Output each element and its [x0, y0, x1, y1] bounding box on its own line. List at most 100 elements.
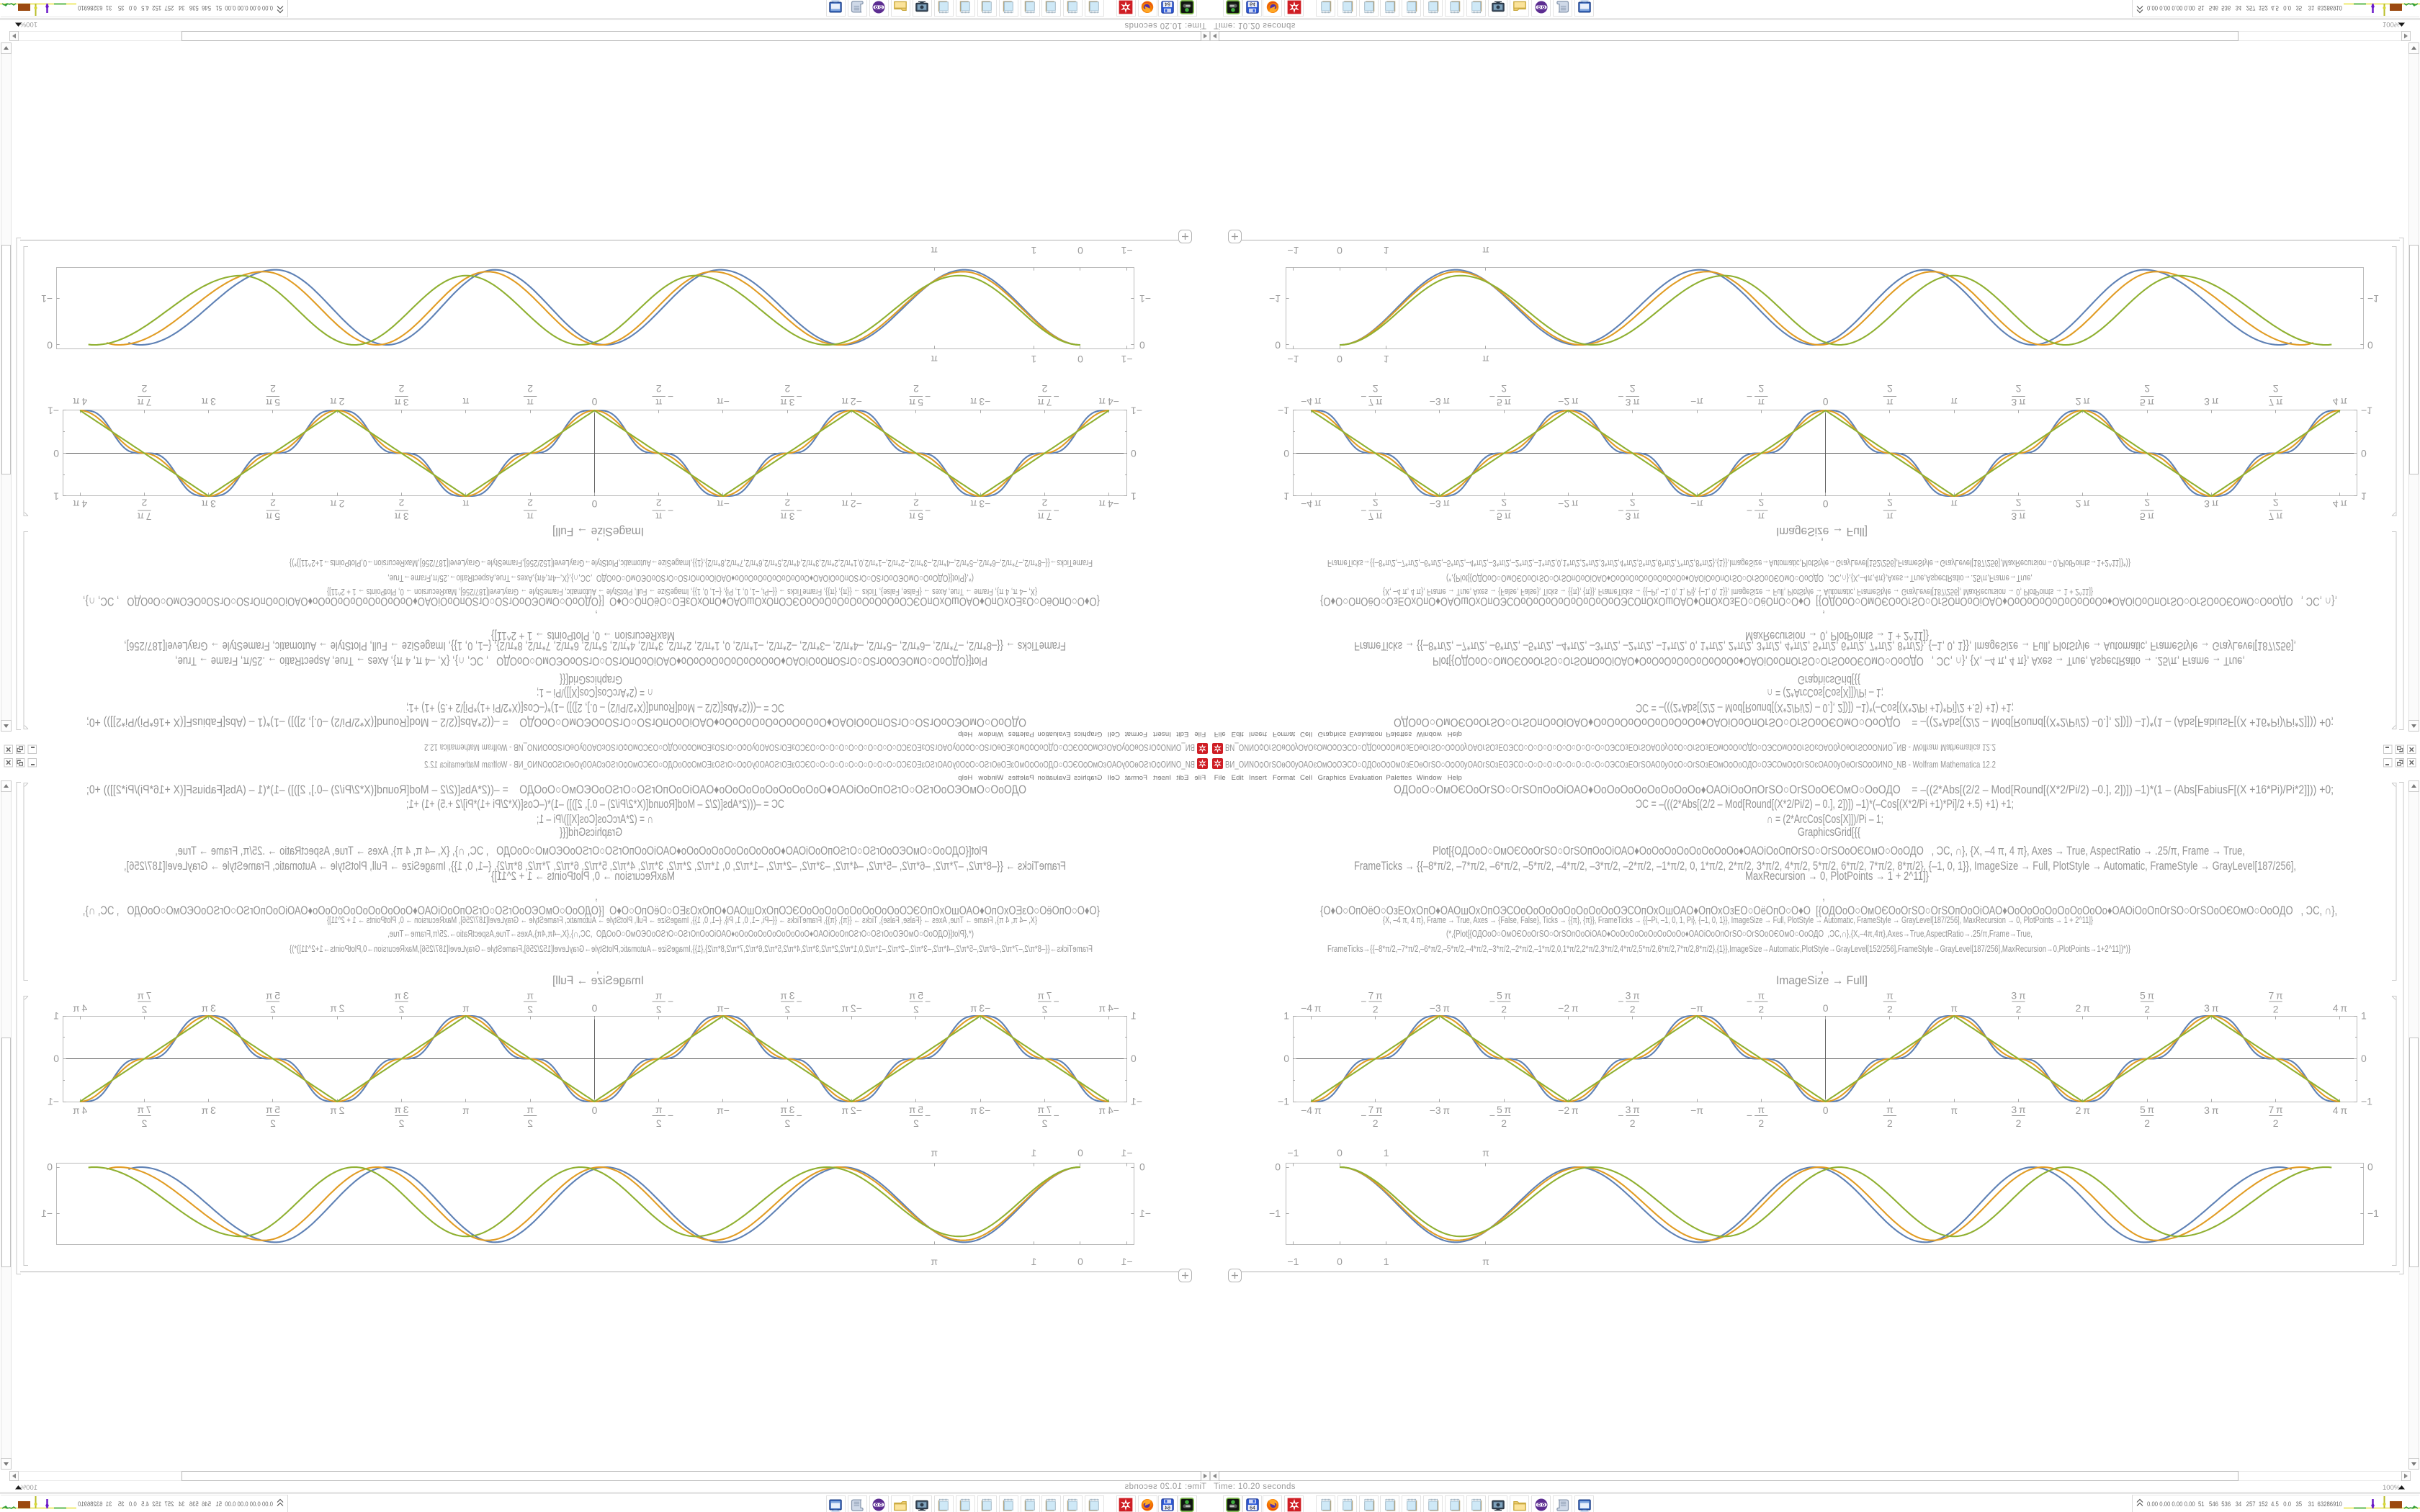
svg-text:−π: −π [717, 396, 730, 408]
svg-text:1: 1 [1384, 354, 1389, 365]
svg-text:2: 2 [1630, 383, 1636, 395]
svg-text:1: 1 [1283, 1010, 1289, 1022]
svg-text:−: − [797, 505, 802, 517]
svg-text:0: 0 [2361, 1053, 2367, 1064]
svg-text:−1: −1 [2361, 1096, 2372, 1107]
svg-text:0: 0 [1823, 1104, 1829, 1116]
svg-text:−2 π: −2 π [1558, 498, 1579, 510]
svg-text:0: 0 [53, 448, 59, 459]
svg-text:3 π: 3 π [1626, 397, 1641, 408]
svg-text:π: π [931, 1256, 938, 1267]
svg-text:5 π: 5 π [908, 990, 923, 1002]
svg-text:5 π: 5 π [1497, 510, 1512, 522]
svg-text:−: − [1054, 996, 1059, 1007]
svg-text:64: 64 [1165, 1, 1170, 6]
svg-text:π: π [1886, 510, 1894, 522]
svg-text:3 π: 3 π [2011, 990, 2026, 1002]
svg-text:−: − [1618, 1110, 1623, 1121]
svg-text:2 π: 2 π [2076, 1104, 2091, 1116]
svg-text:3 π: 3 π [201, 1002, 216, 1014]
svg-text:π: π [526, 1104, 534, 1115]
svg-text:−2 π: −2 π [1558, 1104, 1579, 1116]
svg-text:2: 2 [784, 498, 790, 509]
svg-text:−4 π: −4 π [1301, 498, 1322, 510]
svg-text:−: − [1489, 391, 1495, 402]
svg-text:2: 2 [1501, 498, 1507, 509]
svg-text:−: − [1361, 996, 1366, 1007]
svg-text:π: π [655, 990, 663, 1002]
svg-text:−4 π: −4 π [1301, 1002, 1322, 1014]
svg-text:1: 1 [1283, 491, 1289, 503]
svg-text:π: π [462, 396, 470, 408]
svg-text:2: 2 [1887, 498, 1893, 509]
svg-text:−1: −1 [41, 1207, 53, 1219]
svg-text:7 π: 7 π [1037, 510, 1052, 522]
svg-text:−: − [1747, 996, 1752, 1007]
svg-text:5 π: 5 π [908, 1104, 923, 1115]
svg-text:−2 π: −2 π [841, 498, 862, 510]
svg-text:2 π: 2 π [2076, 498, 2091, 510]
svg-text:0: 0 [591, 396, 597, 408]
svg-text:1: 1 [53, 491, 59, 503]
svg-text:3 π: 3 π [394, 990, 409, 1002]
svg-text:−3 π: −3 π [970, 1104, 991, 1116]
svg-text:−: − [1361, 391, 1366, 402]
svg-text:5 π: 5 π [265, 397, 280, 408]
svg-text:2: 2 [141, 1003, 147, 1014]
svg-text:2 π: 2 π [2076, 396, 2091, 408]
svg-text:2: 2 [2144, 1117, 2150, 1129]
svg-text:2: 2 [913, 1003, 919, 1014]
svg-text:−: − [668, 996, 673, 1007]
svg-text:2 π: 2 π [330, 1002, 345, 1014]
svg-text:2: 2 [1501, 383, 1507, 395]
svg-text:2: 2 [2144, 383, 2150, 395]
svg-text:−1: −1 [1121, 1256, 1132, 1267]
svg-text:0: 0 [1077, 245, 1083, 256]
svg-text:3 π: 3 π [2011, 397, 2026, 408]
svg-text:2 π: 2 π [330, 396, 345, 408]
svg-text:π: π [1950, 1002, 1958, 1014]
svg-text:4 π: 4 π [73, 1104, 88, 1116]
svg-text:π: π [1757, 510, 1765, 522]
svg-text:3 π: 3 π [780, 1104, 795, 1115]
svg-text:4 π: 4 π [2333, 498, 2348, 510]
svg-text:−1: −1 [1269, 293, 1281, 305]
svg-text:−: − [1361, 505, 1366, 517]
svg-text:2: 2 [656, 1117, 662, 1129]
svg-text:2: 2 [656, 383, 662, 395]
svg-text:π: π [462, 1104, 470, 1116]
svg-text:0: 0 [1275, 340, 1281, 351]
svg-text:−1: −1 [1287, 1256, 1299, 1267]
svg-text:−: − [1747, 505, 1752, 517]
svg-text:−: − [668, 391, 673, 402]
svg-text:7 π: 7 π [1368, 510, 1383, 522]
svg-text:−1: −1 [1121, 354, 1132, 365]
svg-text:5 π: 5 π [908, 510, 923, 522]
svg-text:π: π [1886, 397, 1894, 408]
svg-text:−3 π: −3 π [970, 1002, 991, 1014]
svg-text:2: 2 [656, 498, 662, 509]
svg-text:0: 0 [1337, 1147, 1343, 1158]
svg-text:−1: −1 [48, 1096, 59, 1107]
svg-text:5 π: 5 π [265, 510, 280, 522]
svg-text:2: 2 [398, 383, 404, 395]
svg-text:3 π: 3 π [780, 990, 795, 1002]
svg-text:1: 1 [53, 1010, 59, 1022]
svg-text:2: 2 [913, 1117, 919, 1129]
svg-text:5 π: 5 π [908, 397, 923, 408]
svg-text:−1: −1 [1287, 354, 1299, 365]
svg-text:2: 2 [1758, 383, 1764, 395]
svg-text:π: π [462, 1002, 470, 1014]
svg-text:4 π: 4 π [73, 1002, 88, 1014]
svg-text:2: 2 [656, 1003, 662, 1014]
svg-text:−: − [1747, 1110, 1752, 1121]
svg-text:4 π: 4 π [2333, 1002, 2348, 1014]
svg-text:−1: −1 [1287, 245, 1299, 256]
svg-text:2: 2 [398, 1117, 404, 1129]
svg-text:0: 0 [1077, 354, 1083, 365]
svg-text:−: − [1747, 391, 1752, 402]
svg-text:−3 π: −3 π [1430, 396, 1451, 408]
svg-text:−π: −π [1690, 1002, 1703, 1014]
svg-text:−: − [1054, 391, 1059, 402]
svg-text:−4 π: −4 π [1098, 1002, 1119, 1014]
